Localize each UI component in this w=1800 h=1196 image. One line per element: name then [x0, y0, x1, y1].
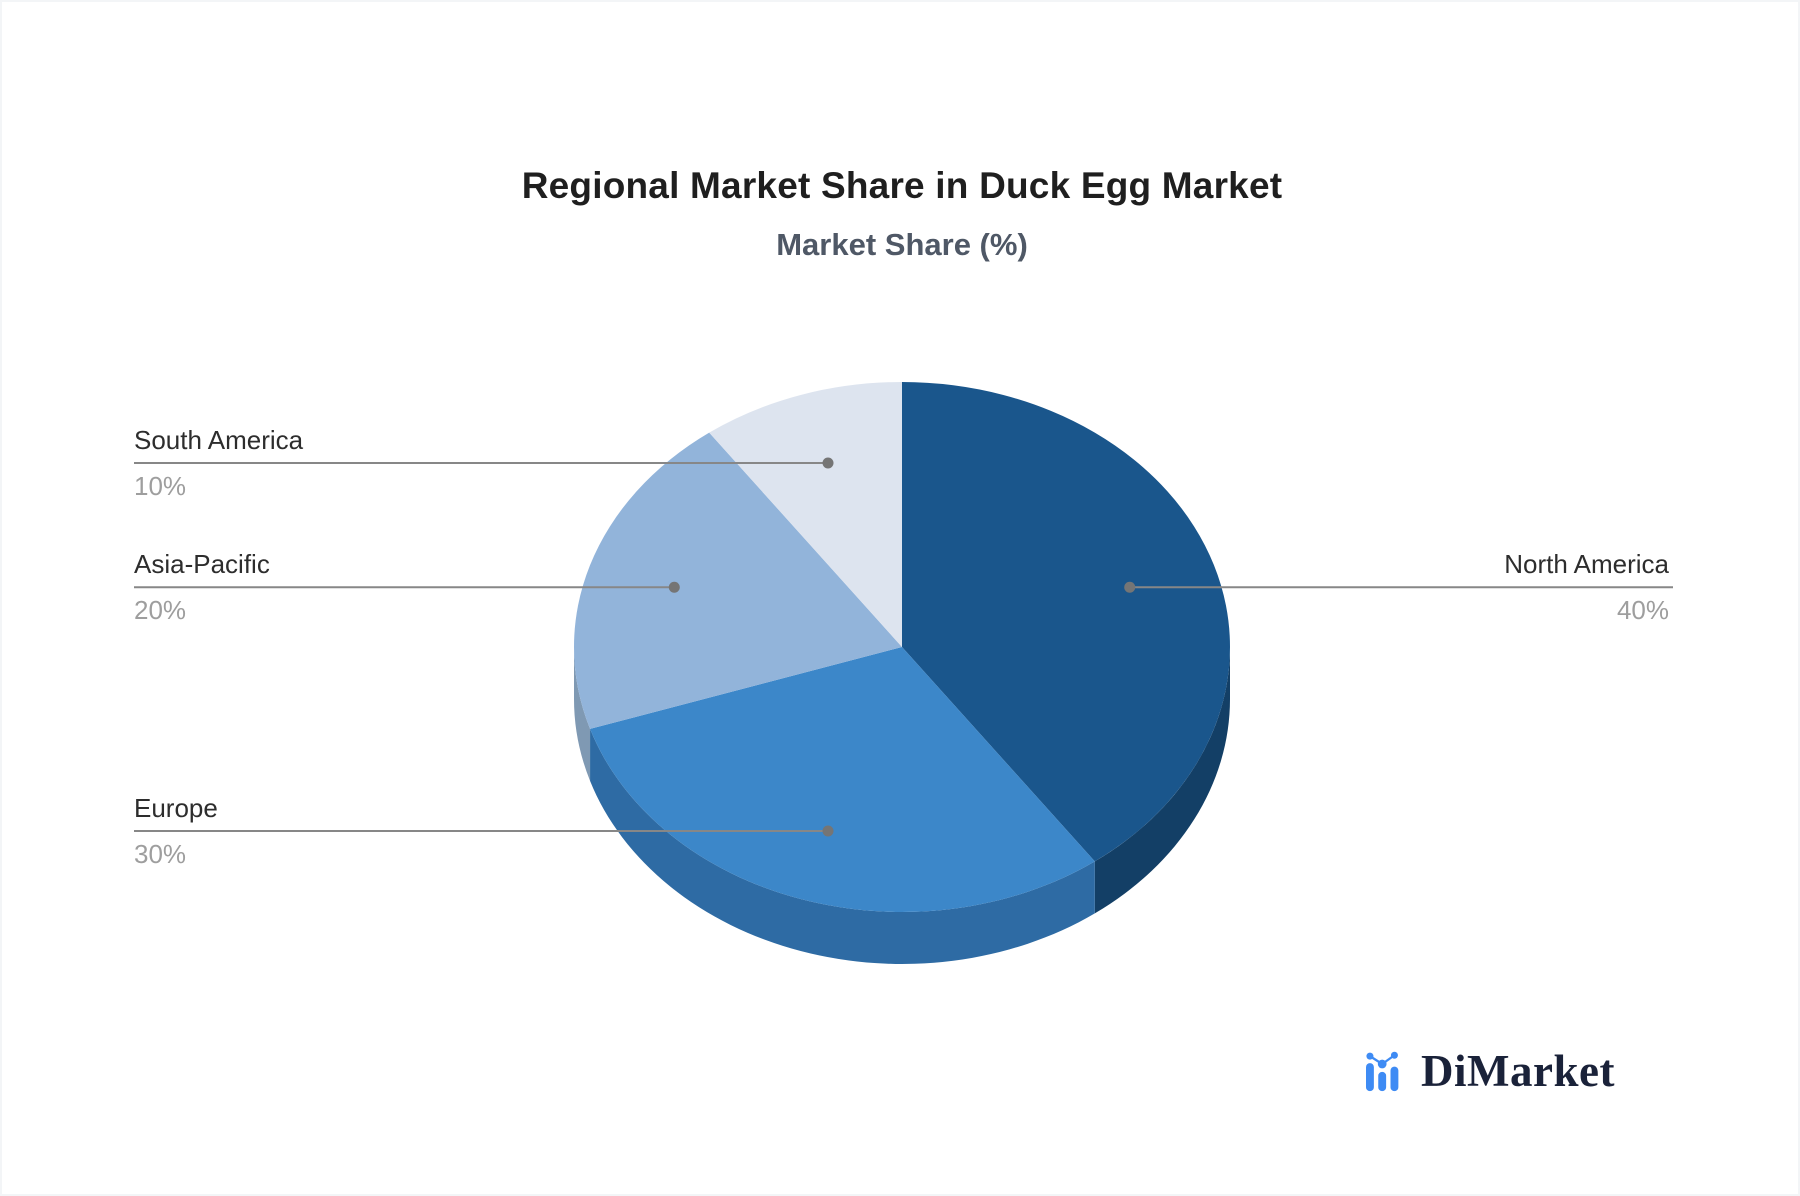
chart-title: Regional Market Share in Duck Egg Market: [521, 165, 1283, 206]
leader-lines-group: [134, 457, 1673, 837]
chart-subtitle: Market Share (%): [776, 227, 1028, 262]
slice-label-asia-pacific: Asia-Pacific 20%: [134, 549, 270, 625]
dimarket-logo: DiMarket: [1366, 1042, 1615, 1100]
pie-slice-europe[interactable]: [590, 647, 1095, 913]
slice-percent-text: 40%: [1616, 595, 1669, 626]
slice-percent-text: 20%: [134, 595, 187, 626]
slice-percent-text: 10%: [134, 471, 187, 502]
pie-slice-side-north-america: [1094, 647, 1230, 914]
leader-dot-europe: [822, 825, 834, 837]
pie-slice-asia-pacific[interactable]: [573, 432, 902, 729]
pie-slice-side-asia-pacific: [574, 647, 591, 781]
logo-text: DiMarket: [1421, 1046, 1615, 1096]
slice-label-europe: Europe 30%: [134, 793, 218, 869]
leader-dot-north-america: [1124, 581, 1136, 593]
pie-slice-side-europe: [590, 728, 1095, 965]
slice-label-text: Asia-Pacific: [134, 549, 270, 580]
slice-label-text: North America: [1504, 549, 1669, 580]
leader-dot-asia-pacific: [668, 581, 680, 593]
slice-label-south-america: South America 10%: [134, 425, 303, 501]
slice-label-north-america: North America 40%: [1504, 549, 1669, 625]
slice-label-text: South America: [134, 425, 304, 456]
pie-slice-north-america[interactable]: [902, 382, 1230, 862]
pie-slice-south-america[interactable]: [709, 382, 902, 647]
pie-slices-group: [573, 382, 1230, 913]
leader-dot-south-america: [822, 457, 834, 469]
pie-depth-group: [574, 647, 1230, 965]
bar-line-chart-icon: [1366, 1051, 1399, 1092]
slice-label-text: Europe: [134, 792, 218, 823]
slice-percent-text: 30%: [134, 838, 187, 869]
